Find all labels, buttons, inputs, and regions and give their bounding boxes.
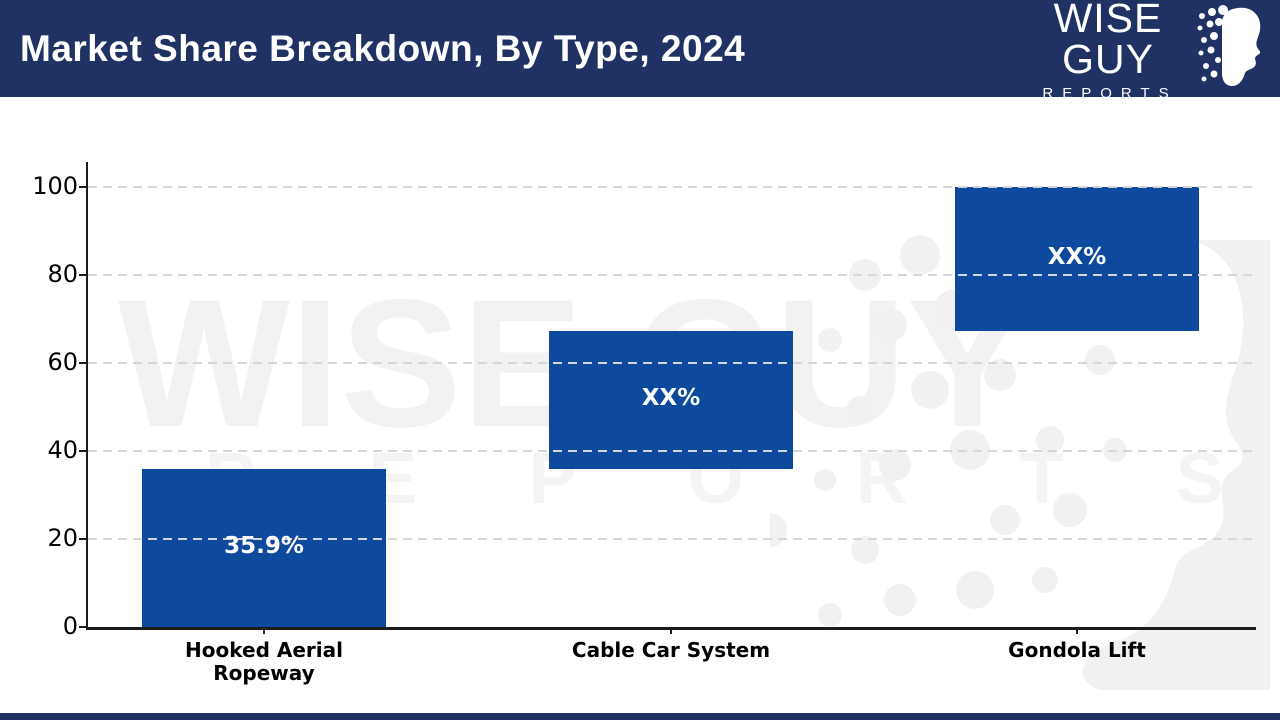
gridline-y-40 [88,449,1255,452]
x-tick-mark [670,627,672,634]
y-tick-mark [79,449,88,452]
bar-segment-2 [549,330,793,469]
bar-value-label: 35.9% [224,532,304,559]
header-bar: Market Share Breakdown, By Type, 2024 WI… [0,0,1280,101]
x-category-label: Hooked Aerial Ropeway [185,638,343,685]
y-tick-label: 40 [47,435,78,464]
x-category-label: Cable Car System [571,638,771,662]
brand-logo-text: WISE GUY REPORTS [1016,0,1200,101]
y-tick-mark [79,537,88,540]
gridline-y-80 [88,273,1255,276]
y-tick-mark [79,361,88,364]
gridline-y-100 [88,185,1255,188]
y-tick-mark [79,185,88,188]
y-tick-mark [79,626,88,628]
y-tick-label: 100 [32,171,78,200]
brand-subtitle: REPORTS [1042,84,1178,102]
gridline-y-20 [88,537,1255,540]
x-category-label: Gondola Lift [1008,638,1146,662]
x-tick-mark [263,627,265,634]
page-title: Market Share Breakdown, By Type, 2024 [20,27,746,69]
bar-segment-1 [142,468,386,627]
y-tick-label: 0 [62,612,78,640]
brand-name: WISE GUY [1053,0,1163,82]
brand-logo: WISE GUY REPORTS [1016,0,1266,101]
y-tick-label: 20 [47,523,78,552]
bar-value-label: XX% [1047,243,1107,270]
gridline-y-60 [88,361,1255,364]
face-profile-icon [1194,4,1266,94]
footer-bar [0,713,1280,720]
y-tick-label: 80 [47,259,78,288]
x-tick-mark [1076,627,1078,634]
y-tick-label: 60 [47,347,78,376]
bar-value-label: XX% [641,384,701,411]
y-tick-mark [79,273,88,276]
y-axis-line [86,162,88,629]
x-axis-line [86,627,1256,630]
